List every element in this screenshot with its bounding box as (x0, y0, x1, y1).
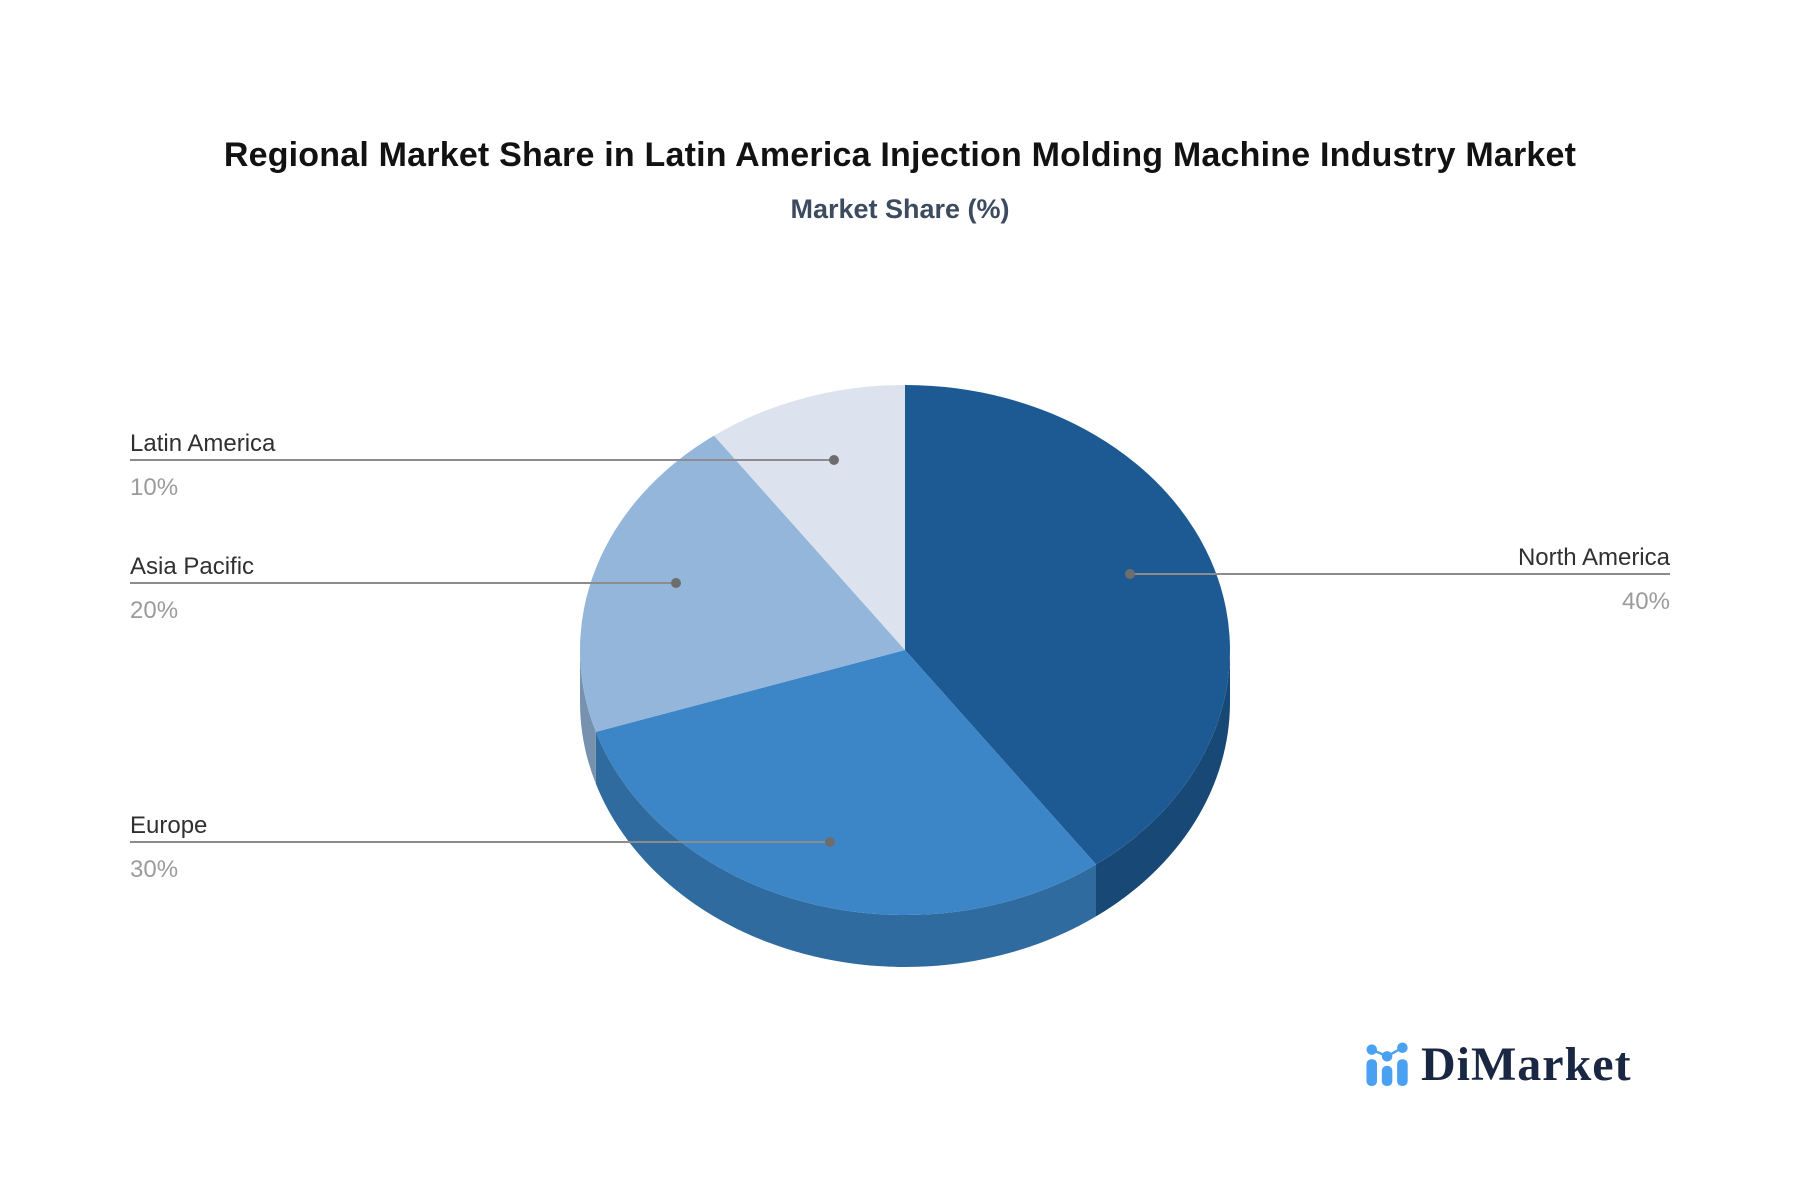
slice-percent: 40% (1621, 588, 1670, 615)
slice-label: Asia Pacific (130, 553, 255, 580)
pie-slice-side-asia-pacific (580, 650, 596, 784)
leader-dot-asia-pacific (671, 578, 681, 588)
pie-slice-side-north-america (1096, 650, 1230, 917)
pie-slice-asia-pacific[interactable] (579, 435, 905, 732)
pie-slice-north-america[interactable] (905, 385, 1230, 865)
callout-latin-america: Latin America 10% (130, 430, 275, 502)
slice-percent: 10% (130, 474, 179, 501)
slice-percent: 30% (130, 856, 179, 883)
chart-subtitle: Market Share (%) (790, 194, 1010, 224)
slice-label: Europe (130, 812, 208, 839)
dimarket-logo: DiMarket (1366, 1038, 1632, 1091)
callout-north-america: North America 40% (1518, 544, 1670, 616)
pie-slice-latin-america[interactable] (714, 385, 905, 650)
pie-slice-europe[interactable] (595, 650, 1096, 915)
bar-line-chart-logo-icon (1366, 1042, 1408, 1087)
slice-percent: 20% (130, 597, 179, 624)
callout-asia-pacific: Asia Pacific 20% (130, 553, 254, 625)
chart-title: Regional Market Share in Latin America I… (223, 136, 1577, 174)
pie-slice-side-europe (595, 731, 1096, 967)
leader-dot-europe (825, 837, 835, 847)
slice-label: North America (1517, 544, 1670, 571)
callout-europe: Europe 30% (130, 812, 207, 884)
slice-label: Latin America (130, 430, 276, 457)
leader-dot-north-america (1125, 569, 1135, 579)
leader-dot-latin-america (829, 455, 839, 465)
logo-brand-text: DiMarket (1421, 1038, 1632, 1091)
